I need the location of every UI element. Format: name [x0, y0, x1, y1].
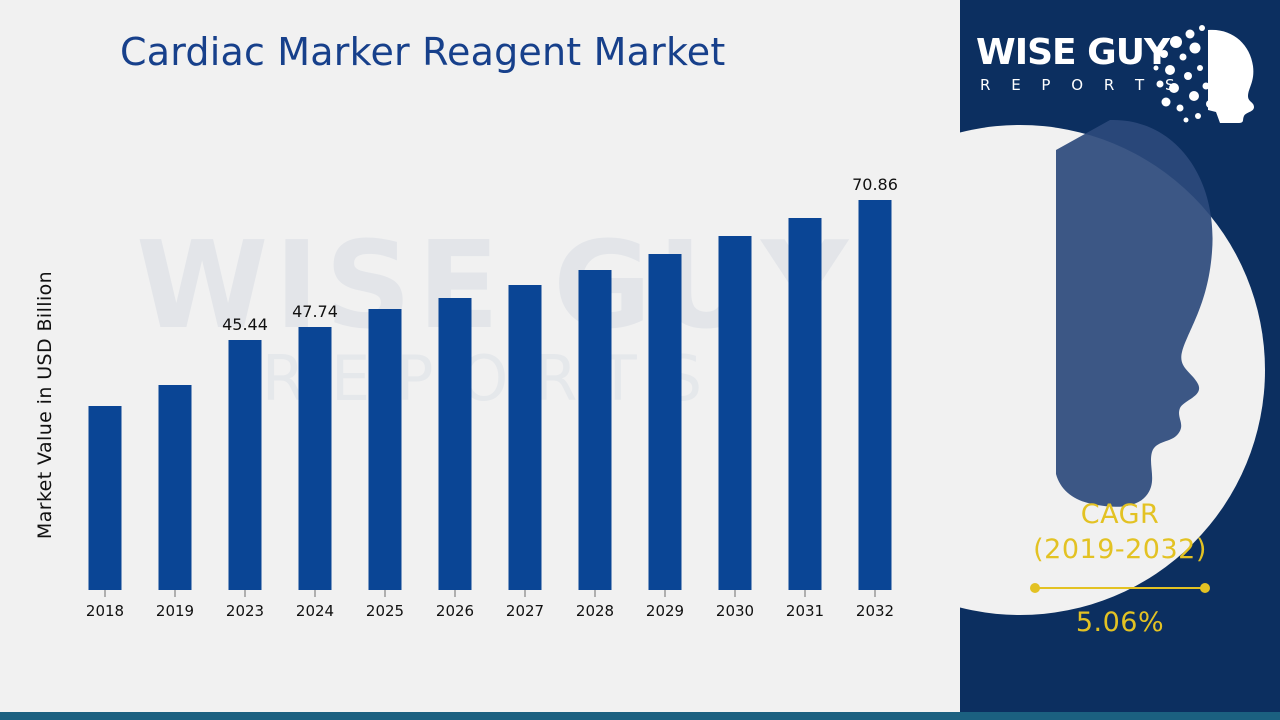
head-dots-icon	[1153, 25, 1254, 124]
x-axis-label: 2024	[295, 602, 335, 620]
bar-value-label: 45.44	[222, 315, 268, 334]
bar-group: 70.86 2032	[840, 150, 910, 620]
x-axis-label: 2027	[505, 602, 545, 620]
y-axis-title-label: Market Value in USD Billion	[34, 270, 56, 540]
bar-group: 2027	[490, 150, 560, 620]
x-axis-tick	[664, 590, 666, 597]
bar	[858, 200, 892, 590]
cagr-label: CAGR	[1080, 499, 1160, 530]
x-axis-label: 2019	[155, 602, 195, 620]
bar-group: 2028	[560, 150, 630, 620]
x-axis-label: 2030	[715, 602, 755, 620]
bar-group: 2026	[420, 150, 490, 620]
x-axis-tick	[874, 590, 876, 597]
bar	[158, 385, 192, 590]
separator-dot-right	[1200, 583, 1210, 594]
bar	[88, 406, 122, 590]
x-axis-tick	[314, 590, 316, 597]
bar-value-label: 47.74	[292, 302, 338, 321]
cagr-value: 5.06%	[1075, 607, 1165, 639]
bar-group: 2029	[630, 150, 700, 620]
x-axis-label: 2026	[435, 602, 475, 620]
side-panel-decoration	[960, 119, 1265, 615]
bar-plot-area: 2018 2019 45.44 2023 47.74 2024 2025 2026 2027 20…	[70, 150, 910, 620]
bar-group: 2030	[700, 150, 770, 620]
bar	[508, 285, 542, 590]
y-axis-title: Market Value in USD Billion	[30, 235, 60, 575]
cagr-separator	[1030, 583, 1210, 594]
bar	[368, 309, 402, 590]
bar-value-label: 70.86	[852, 175, 898, 194]
x-axis-label: 2018	[85, 602, 125, 620]
x-axis-tick	[174, 590, 176, 597]
x-axis-label: 2029	[645, 602, 685, 620]
x-axis-tick	[594, 590, 596, 597]
bar-group: 2019	[140, 150, 210, 620]
bar	[298, 327, 332, 590]
bar	[788, 218, 822, 590]
x-axis-tick	[244, 590, 246, 597]
x-axis-tick	[384, 590, 386, 597]
x-axis-label: 2031	[785, 602, 825, 620]
bar-group: 2025	[350, 150, 420, 620]
bar	[718, 236, 752, 590]
bar	[648, 254, 682, 590]
cagr-title: CAGR (2019-2032)	[960, 498, 1280, 567]
bar	[438, 298, 472, 590]
logo-wordmark: WISE GUY	[976, 32, 1170, 73]
x-axis-label: 2032	[855, 602, 895, 620]
bar-group: 47.74 2024	[280, 150, 350, 620]
separator-line	[1036, 587, 1204, 590]
x-axis-tick	[524, 590, 526, 597]
page-title: Cardiac Marker Reagent Market	[120, 30, 726, 74]
logo-subtitle: R E P O R T S	[980, 76, 1183, 94]
logo: WISE GUY R E P O R T S	[970, 25, 1270, 125]
x-axis-tick	[804, 590, 806, 597]
side-panel: WISE GUY R E P O R T S CAGR (2019-2032)	[960, 0, 1280, 712]
chart-panel: WISE GUY REPORTS Cardiac Marker Reagent …	[30, 30, 910, 620]
bar	[228, 340, 262, 590]
bar	[578, 270, 612, 590]
x-axis-label: 2028	[575, 602, 615, 620]
separator-dot-left	[1030, 583, 1040, 594]
x-axis-label: 2025	[365, 602, 405, 620]
x-axis-tick	[734, 590, 736, 597]
x-axis-label: 2023	[225, 602, 265, 620]
x-axis-tick	[104, 590, 106, 597]
footer-bar	[0, 712, 1280, 720]
cagr-period: (2019-2032)	[1033, 533, 1207, 565]
bar-group: 2018	[70, 150, 140, 620]
cagr-block: CAGR (2019-2032) 5.06%	[960, 498, 1280, 638]
bar-group: 45.44 2023	[210, 150, 280, 620]
bar-group: 2031	[770, 150, 840, 620]
x-axis-tick	[454, 590, 456, 597]
